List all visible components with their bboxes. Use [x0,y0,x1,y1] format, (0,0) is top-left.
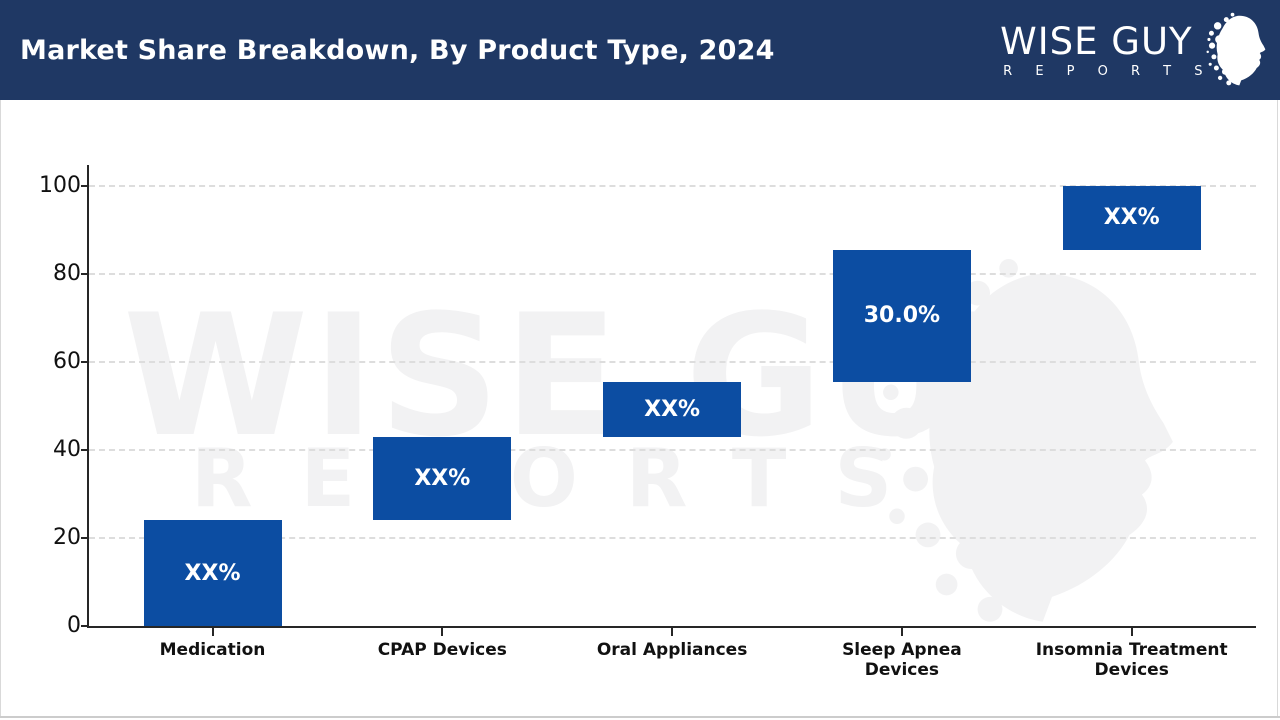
chart-title: Market Share Breakdown, By Product Type,… [20,34,775,66]
bar-label: XX% [644,396,701,422]
x-tick-mark [900,628,903,636]
bar-medication: XX% [143,520,282,626]
x-tick-mark [1130,628,1133,636]
y-tick-label: 60 [53,349,81,374]
category-label: Insomnia Treatment Devices [1035,640,1228,680]
watermark-subtext: REPORTS [191,432,941,525]
y-tick-label: 40 [53,437,81,462]
logo-name: WISE GUY [1000,19,1193,63]
y-axis [87,165,89,628]
y-tick-mark [81,361,89,363]
wise-guy-head-icon [1206,12,1266,86]
x-tick-mark [441,628,444,636]
gridline [89,273,1256,275]
bottom-border [0,716,1280,718]
bar-label: XX% [1103,205,1160,231]
y-tick-mark [81,185,89,187]
bar-cpap-devices: XX% [373,436,512,521]
y-tick-mark [81,273,89,275]
gridline [89,449,1256,451]
category-label: Sleep Apnea Devices [842,640,962,680]
bar-sleep-apnea-devices: 30.0% [832,249,971,382]
header: Market Share Breakdown, By Product Type,… [0,0,1280,100]
category-label: Medication [159,640,266,660]
x-tick-mark [211,628,214,636]
bar-oral-appliances: XX% [603,381,742,437]
chart-area: WISE GUY REPORTS 0 20 40 60 80 100 XX% Medicati… [0,100,1278,716]
bar-insomnia-treatment-devices: XX% [1062,186,1201,250]
category-label: CPAP Devices [377,640,507,660]
bar-label: 30.0% [863,303,941,329]
gridline [89,361,1256,363]
x-tick-mark [671,628,674,636]
y-tick-label: 20 [53,525,81,550]
y-tick-mark [81,537,89,539]
gridline [89,537,1256,539]
y-tick-label: 80 [53,261,81,286]
y-tick-mark [81,625,89,627]
category-label: Oral Appliances [596,640,748,660]
bar-label: XX% [184,560,241,586]
y-tick-label: 0 [67,613,81,638]
bar-label: XX% [414,466,471,492]
y-tick-mark [81,449,89,451]
x-axis [87,626,1256,628]
logo-subtitle: R E P O R T S [1003,63,1212,79]
gridline [89,185,1256,187]
wise-guy-logo: WISE GUY R E P O R T S [1000,7,1266,93]
y-tick-label: 100 [39,173,81,198]
